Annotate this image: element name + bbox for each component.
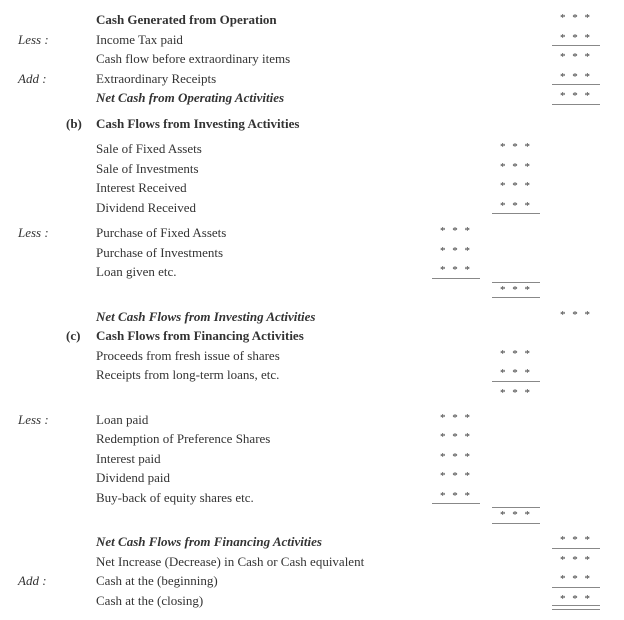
cashflow-statement: Cash Generated from Operation * * * Less… <box>18 10 606 610</box>
amount: * * * <box>546 30 606 47</box>
amount: * * * <box>426 262 486 279</box>
line-net-cash-op: Net Cash from Operating Activities * * * <box>18 88 606 108</box>
text: Redemption of Preference Shares <box>96 429 426 449</box>
line-cash-end: Cash at the (closing) * * * <box>18 591 606 611</box>
text: Cash flow before extraordinary items <box>96 49 426 69</box>
line-net-cash-fin: Net Cash Flows from Financing Activities… <box>18 532 606 552</box>
amount: * * * <box>486 365 546 382</box>
amount: * * * <box>486 346 546 363</box>
line-purch-inv: Purchase of Investments * * * <box>18 243 606 263</box>
text: Income Tax paid <box>96 30 426 50</box>
text: Buy-back of equity shares etc. <box>96 488 426 508</box>
add-label: Add : <box>18 571 66 591</box>
amount: * * * <box>486 282 546 299</box>
amount: * * * <box>426 243 486 260</box>
line-cash-gen-op: Cash Generated from Operation * * * <box>18 10 606 30</box>
text: Net Cash from Operating Activities <box>96 88 426 108</box>
amount: * * * <box>546 532 606 549</box>
line-extra-receipts: Add : Extraordinary Receipts * * * <box>18 69 606 89</box>
line-fin-inflow-subtotal: * * * <box>18 385 606 404</box>
amount: * * * <box>486 198 546 215</box>
amount: * * * <box>546 10 606 27</box>
text: Dividend paid <box>96 468 426 488</box>
text: Purchase of Investments <box>96 243 426 263</box>
text: Dividend Received <box>96 198 426 218</box>
amount: * * * <box>486 385 546 402</box>
amount: * * * <box>546 552 606 569</box>
text: Sale of Investments <box>96 159 426 179</box>
line-cf-before-extra: Cash flow before extraordinary items * *… <box>18 49 606 69</box>
line-net-cash-inv: Net Cash Flows from Investing Activities… <box>18 307 606 327</box>
amount: * * * <box>546 571 606 588</box>
amount: * * * <box>426 410 486 427</box>
line-loan-paid: Less : Loan paid * * * <box>18 410 606 430</box>
amount: * * * <box>486 507 546 524</box>
amount: * * * <box>486 178 546 195</box>
text: Cash Flows from Financing Activities <box>96 326 426 346</box>
text: Loan paid <box>96 410 426 430</box>
line-sale-fa: Sale of Fixed Assets * * * <box>18 139 606 159</box>
amount: * * * <box>426 488 486 505</box>
amount: * * * <box>546 307 606 324</box>
line-invest-subtotal: * * * <box>18 282 606 301</box>
text: Sale of Fixed Assets <box>96 139 426 159</box>
amount: * * * <box>426 223 486 240</box>
amount: * * * <box>426 429 486 446</box>
less-label: Less : <box>18 223 66 243</box>
text: Cash Generated from Operation <box>96 10 426 30</box>
line-fin-outflow-subtotal: * * * <box>18 507 606 526</box>
text: Net Cash Flows from Investing Activities <box>96 307 426 327</box>
amount: * * * <box>546 69 606 86</box>
text: Purchase of Fixed Assets <box>96 223 426 243</box>
line-redemption: Redemption of Preference Shares * * * <box>18 429 606 449</box>
line-int-paid: Interest paid * * * <box>18 449 606 469</box>
less-label: Less : <box>18 30 66 50</box>
line-purch-fa: Less : Purchase of Fixed Assets * * * <box>18 223 606 243</box>
text: Receipts from long-term loans, etc. <box>96 365 426 385</box>
line-receipts-lt: Receipts from long-term loans, etc. * * … <box>18 365 606 385</box>
line-sale-inv: Sale of Investments * * * <box>18 159 606 179</box>
marker-c: (c) <box>66 326 96 346</box>
amount: * * * <box>546 591 606 608</box>
line-income-tax: Less : Income Tax paid * * * <box>18 30 606 50</box>
text: Interest paid <box>96 449 426 469</box>
text: Interest Received <box>96 178 426 198</box>
line-div-paid: Dividend paid * * * <box>18 468 606 488</box>
line-net-increase: Net Increase (Decrease) in Cash or Cash … <box>18 552 606 572</box>
marker-b: (b) <box>66 114 96 134</box>
heading-financing: (c) Cash Flows from Financing Activities <box>18 326 606 346</box>
amount: * * * <box>546 88 606 105</box>
text: Cash Flows from Investing Activities <box>96 114 426 134</box>
text: Net Cash Flows from Financing Activities <box>96 532 426 552</box>
line-loan-given: Loan given etc. * * * <box>18 262 606 282</box>
line-int-rec: Interest Received * * * <box>18 178 606 198</box>
add-label: Add : <box>18 69 66 89</box>
amount: * * * <box>486 139 546 156</box>
text: Extraordinary Receipts <box>96 69 426 89</box>
text: Net Increase (Decrease) in Cash or Cash … <box>96 552 426 572</box>
amount: * * * <box>426 449 486 466</box>
line-buyback: Buy-back of equity shares etc. * * * <box>18 488 606 508</box>
text: Proceeds from fresh issue of shares <box>96 346 426 366</box>
heading-investing: (b) Cash Flows from Investing Activities <box>18 114 606 134</box>
text: Cash at the (closing) <box>96 591 426 611</box>
amount: * * * <box>486 159 546 176</box>
text: Loan given etc. <box>96 262 426 282</box>
amount: * * * <box>546 49 606 66</box>
line-cash-beg: Add : Cash at the (beginning) * * * <box>18 571 606 591</box>
line-div-rec: Dividend Received * * * <box>18 198 606 218</box>
text: Cash at the (beginning) <box>96 571 426 591</box>
less-label: Less : <box>18 410 66 430</box>
line-fresh-issue: Proceeds from fresh issue of shares * * … <box>18 346 606 366</box>
amount: * * * <box>426 468 486 485</box>
